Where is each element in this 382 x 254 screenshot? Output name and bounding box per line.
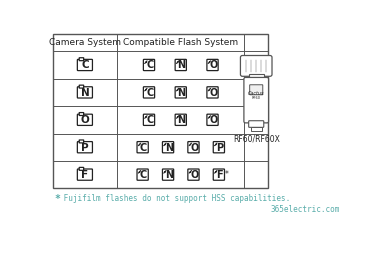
Text: 365electric.com: 365electric.com [270, 205, 340, 214]
Text: P: P [216, 142, 223, 153]
Text: RF60: RF60 [252, 96, 261, 100]
Text: N: N [178, 60, 186, 70]
FancyBboxPatch shape [77, 169, 92, 180]
FancyBboxPatch shape [79, 140, 84, 143]
FancyBboxPatch shape [79, 113, 84, 116]
FancyBboxPatch shape [207, 59, 218, 71]
Text: N: N [178, 115, 186, 125]
FancyBboxPatch shape [143, 59, 155, 71]
FancyBboxPatch shape [213, 169, 225, 180]
Text: F: F [81, 170, 89, 180]
Text: O: O [209, 115, 217, 125]
Text: N: N [178, 88, 186, 98]
Bar [249, 74, 264, 79]
Text: O: O [81, 115, 89, 125]
Text: RF60/RF60X: RF60/RF60X [233, 134, 280, 144]
FancyBboxPatch shape [162, 169, 174, 180]
Text: F: F [216, 170, 223, 180]
Text: C: C [81, 60, 89, 70]
FancyBboxPatch shape [207, 87, 218, 98]
FancyBboxPatch shape [240, 56, 272, 76]
FancyBboxPatch shape [143, 87, 155, 98]
FancyBboxPatch shape [162, 141, 174, 153]
FancyBboxPatch shape [79, 85, 84, 88]
FancyBboxPatch shape [188, 169, 199, 180]
Bar [251, 127, 262, 131]
Text: O: O [209, 60, 217, 70]
FancyBboxPatch shape [250, 85, 263, 95]
Text: P: P [81, 142, 89, 153]
FancyBboxPatch shape [143, 114, 155, 125]
Text: O: O [190, 170, 198, 180]
FancyBboxPatch shape [175, 87, 186, 98]
Text: C: C [146, 60, 154, 70]
Text: *: * [54, 195, 60, 204]
Text: C: C [140, 142, 147, 153]
Text: Cactus: Cactus [248, 91, 264, 96]
Text: N: N [165, 142, 173, 153]
Text: C: C [146, 115, 154, 125]
FancyBboxPatch shape [77, 87, 92, 98]
Text: O: O [190, 142, 198, 153]
FancyBboxPatch shape [77, 141, 92, 153]
FancyBboxPatch shape [77, 59, 92, 71]
FancyBboxPatch shape [79, 58, 84, 61]
Text: C: C [146, 88, 154, 98]
FancyBboxPatch shape [213, 141, 225, 153]
Bar [53, 34, 268, 188]
FancyBboxPatch shape [188, 141, 199, 153]
Text: N: N [165, 170, 173, 180]
FancyBboxPatch shape [175, 59, 186, 71]
FancyBboxPatch shape [79, 167, 84, 170]
FancyBboxPatch shape [137, 169, 148, 180]
Text: N: N [81, 88, 89, 98]
FancyBboxPatch shape [137, 141, 148, 153]
Text: Camera System: Camera System [49, 38, 121, 47]
FancyBboxPatch shape [249, 121, 264, 127]
Text: *: * [224, 170, 228, 179]
FancyBboxPatch shape [175, 114, 186, 125]
Text: Compatible Flash System: Compatible Flash System [123, 38, 238, 47]
FancyBboxPatch shape [244, 77, 269, 123]
FancyBboxPatch shape [207, 114, 218, 125]
Text: C: C [140, 170, 147, 180]
Text: O: O [209, 88, 217, 98]
Text: Fujifilm flashes do not support HSS capabilities.: Fujifilm flashes do not support HSS capa… [59, 195, 290, 203]
FancyBboxPatch shape [77, 114, 92, 125]
